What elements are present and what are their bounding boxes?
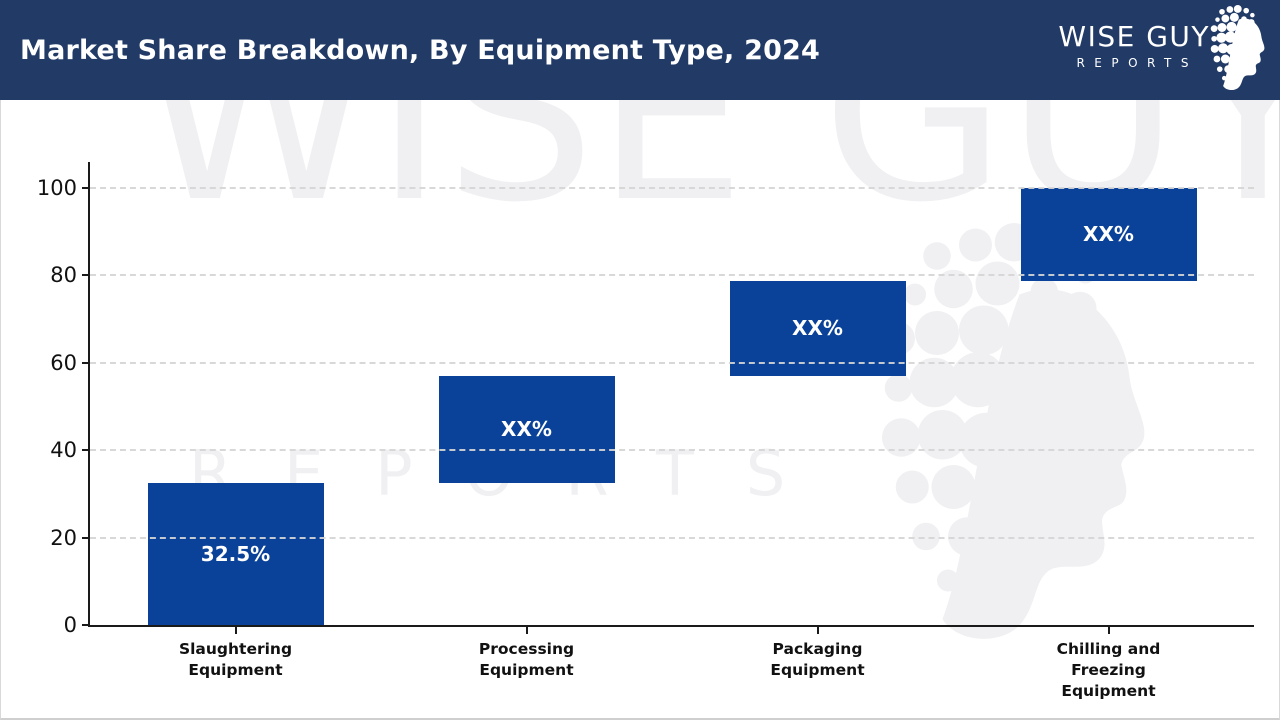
y-tick-label: 40 xyxy=(50,438,77,462)
x-tick-mark xyxy=(1107,626,1110,634)
bar-slaughtering-equipment xyxy=(147,482,324,625)
y-tick-mark xyxy=(82,624,90,626)
x-category-label: Chilling and Freezing Equipment xyxy=(1056,640,1161,700)
x-axis-line xyxy=(88,625,1254,627)
y-tick-mark xyxy=(82,274,90,276)
y-tick-label: 80 xyxy=(50,263,77,287)
bar-packaging-equipment xyxy=(729,280,906,376)
x-category-label: Packaging Equipment xyxy=(770,640,865,679)
gridline-60 xyxy=(90,361,1254,364)
bar-value-label: 32.5% xyxy=(200,541,271,566)
y-tick-label: 20 xyxy=(50,525,77,550)
x-tick-mark xyxy=(816,626,819,634)
x-category-label: Slaughtering Equipment xyxy=(178,640,293,679)
logo-subtext: REPORTS xyxy=(1076,56,1198,70)
bar-chilling-and-freezing-equipment xyxy=(1020,187,1197,281)
x-category-label: Processing Equipment xyxy=(478,640,575,679)
bar-processing-equipment xyxy=(438,375,615,483)
gridline-80 xyxy=(90,274,1254,276)
bar-value-label: XX% xyxy=(501,417,552,442)
chart-title: Market Share Breakdown, By Equipment Typ… xyxy=(20,34,821,66)
x-tick-mark xyxy=(234,626,237,634)
x-tick-mark xyxy=(525,626,528,634)
logo-name: WISE GUY xyxy=(1058,20,1210,53)
y-tick-mark xyxy=(82,186,90,189)
y-tick-label: 100 xyxy=(36,175,77,200)
y-tick-label: 60 xyxy=(50,350,77,375)
gridline-40 xyxy=(90,449,1254,451)
y-tick-mark xyxy=(82,449,90,451)
wise-guy-logo: WISE GUY REPORTS xyxy=(1012,0,1272,100)
bar-value-label: XX% xyxy=(1083,222,1134,247)
y-tick-label: 0 xyxy=(63,613,77,637)
header-bar: Market Share Breakdown, By Equipment Typ… xyxy=(0,0,1280,100)
logo-head-icon xyxy=(1186,5,1276,95)
bar-value-label: XX% xyxy=(792,316,843,341)
waterfall-chart: WISE GUY REPORTS 32.5%Slaughtering Equip… xyxy=(1,100,1279,718)
y-tick-mark xyxy=(82,536,90,539)
gridline-100 xyxy=(90,186,1254,189)
logo-wordmark: WISE GUY REPORTS xyxy=(1058,20,1210,71)
y-tick-mark xyxy=(82,361,90,364)
gridline-20 xyxy=(90,536,1254,539)
y-axis-line xyxy=(88,162,90,627)
